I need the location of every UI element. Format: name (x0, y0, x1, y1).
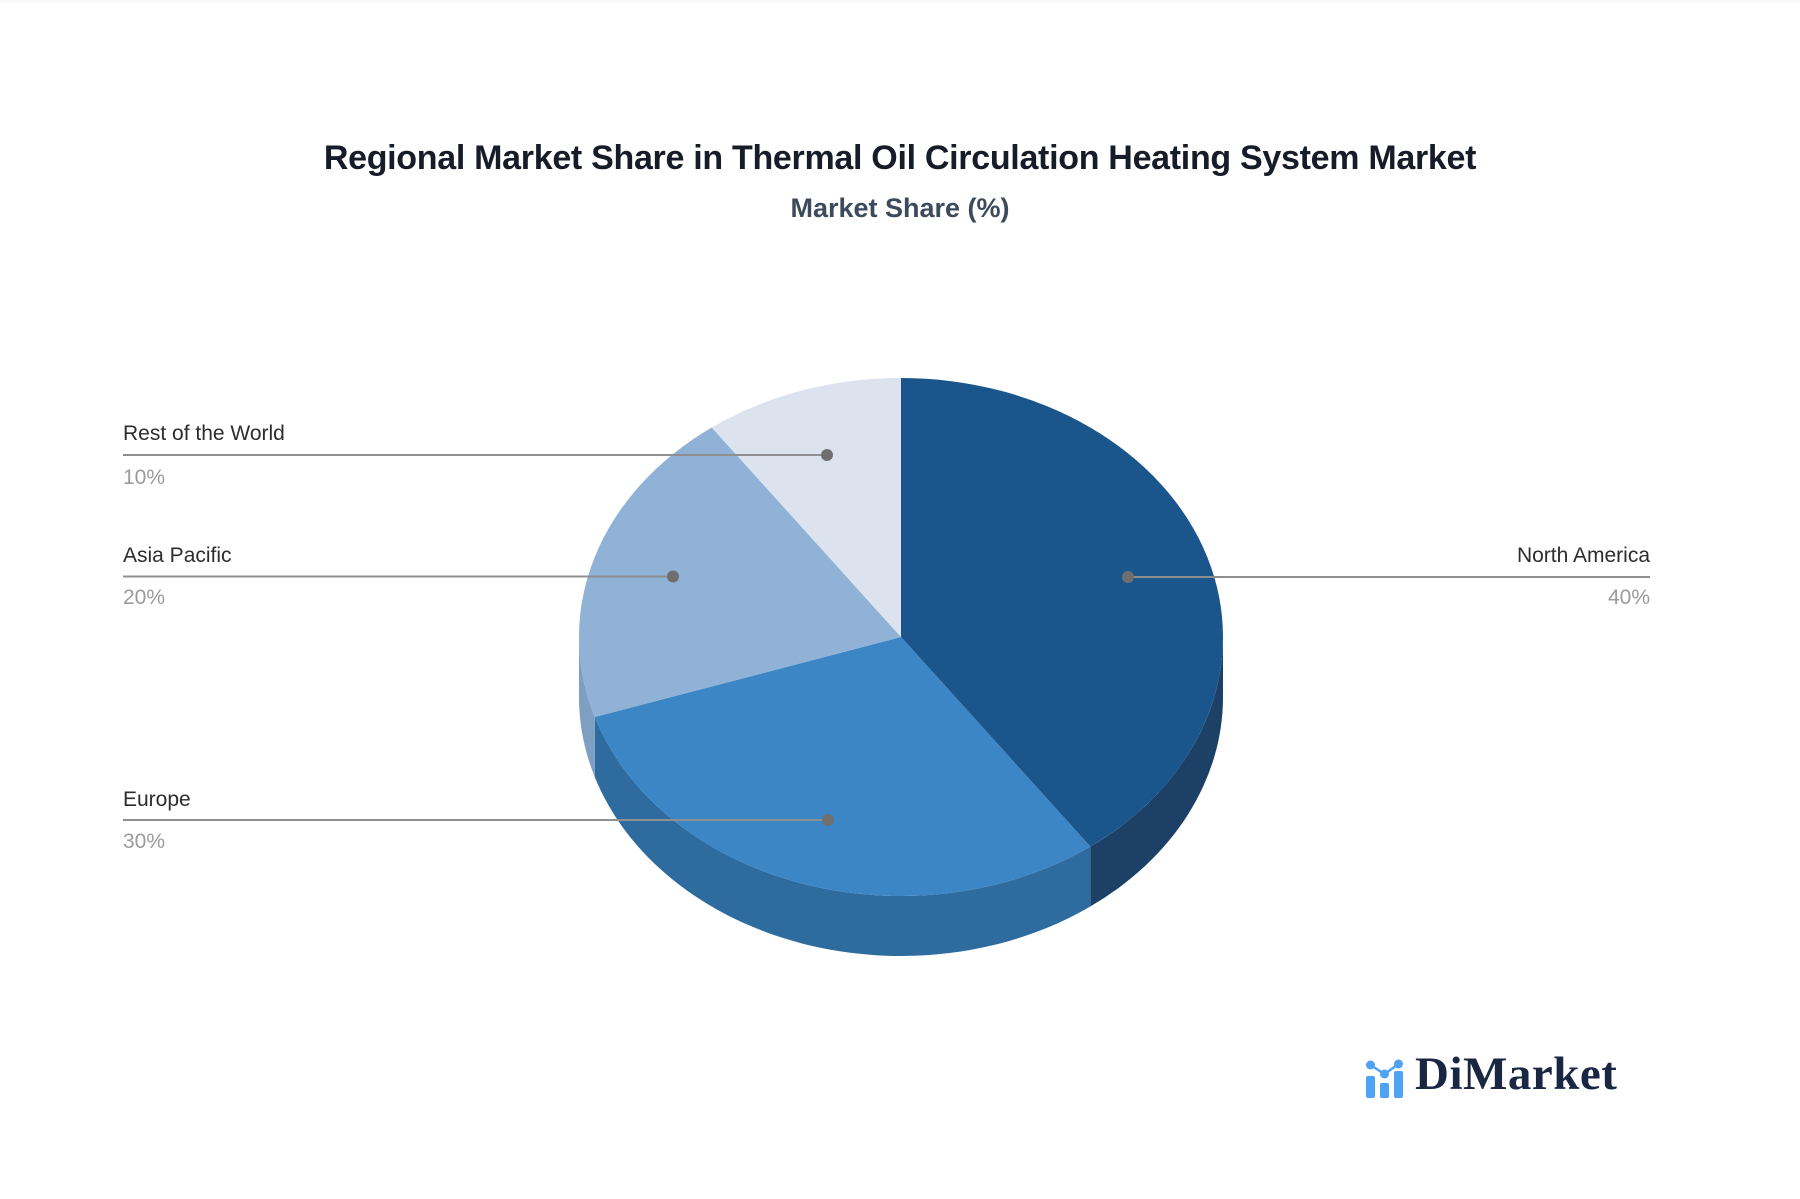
logo-text: DiMarket (1415, 1048, 1618, 1100)
bar-chart-icon (1366, 1059, 1403, 1098)
leader-dot-rest-of-the-world (821, 449, 833, 461)
dimarket-logo: DiMarket (1363, 1043, 1617, 1099)
pie-slice-asia-pacific[interactable] (579, 427, 901, 718)
slice-label-europe: Europe (123, 788, 191, 811)
pie-side-asia-pacific (579, 637, 595, 778)
slice-value-europe: 30% (123, 830, 166, 853)
leader-dot-europe (822, 814, 834, 826)
slice-label-north-america: North America (1516, 544, 1650, 567)
slice-label-rest-of-the-world: Rest of the World (123, 422, 285, 445)
leader-dot-asia-pacific (667, 570, 679, 583)
slice-label-asia-pacific: Asia Pacific (123, 544, 232, 567)
slice-value-rest-of-the-world: 10% (123, 466, 166, 489)
slice-value-north-america: 40% (1607, 586, 1650, 609)
pie-side-europe (594, 717, 1091, 957)
slice-value-asia-pacific: 20% (123, 586, 166, 609)
pie-slice-north-america[interactable] (901, 378, 1223, 847)
chart-title: Regional Market Share in Thermal Oil Cir… (323, 139, 1477, 177)
pie-side-north-america (1090, 637, 1223, 907)
pie-slice-rest-of-the-world[interactable] (711, 378, 901, 637)
pie-slice-europe[interactable] (594, 637, 1091, 896)
chart-subtitle: Market Share (%) (790, 193, 1010, 223)
pie-chart (123, 378, 1650, 957)
leader-dot-north-america (1122, 571, 1134, 583)
